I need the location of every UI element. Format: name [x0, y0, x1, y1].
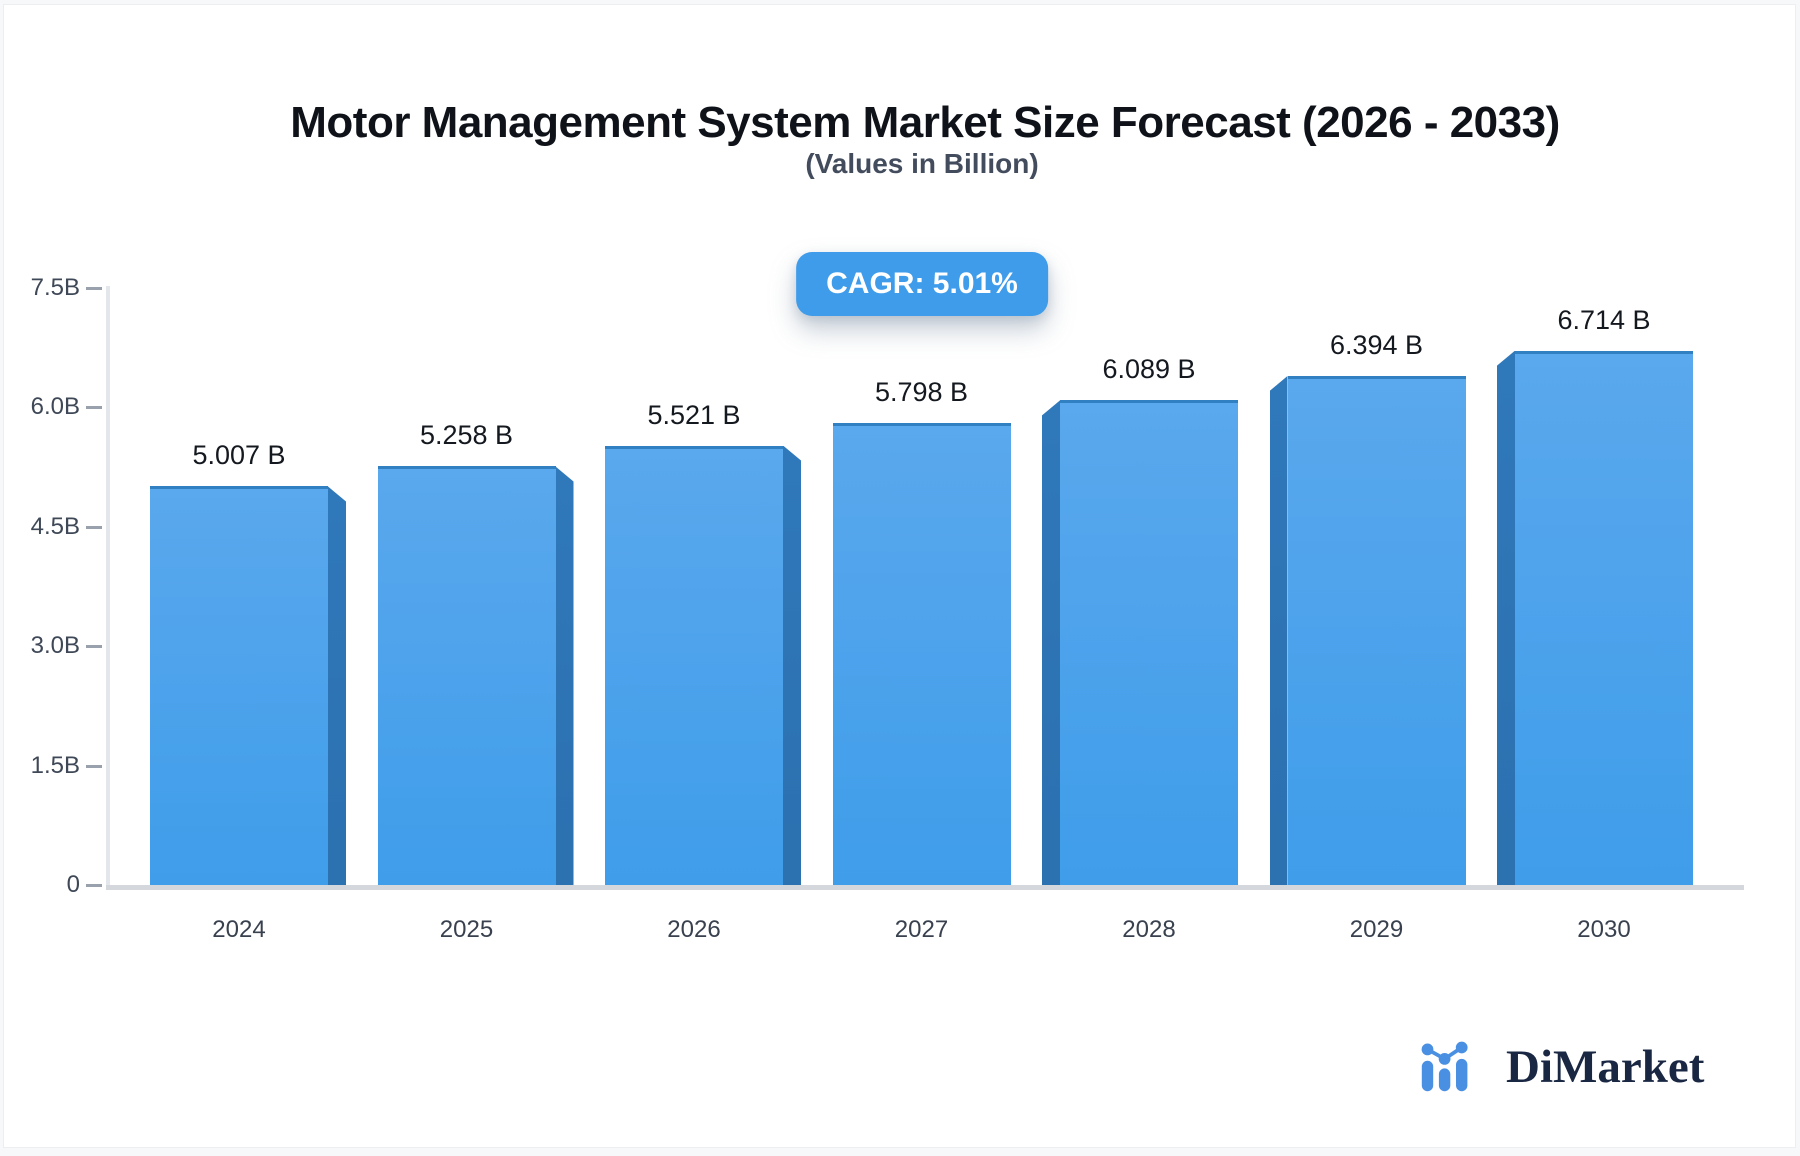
y-tick-dash [86, 287, 102, 290]
chart-title: Motor Management System Market Size Fore… [290, 98, 1560, 147]
y-tick-label: 1.5B [30, 751, 80, 779]
bar [1042, 400, 1238, 885]
x-tick-label: 2029 [1349, 916, 1404, 943]
bar-side-3d [1269, 376, 1288, 885]
bar-face [605, 445, 783, 885]
bar-value-label: 6.714 B [1557, 304, 1651, 335]
bar [377, 466, 574, 885]
bar-side-3d [555, 466, 574, 885]
x-tick-label: 2026 [667, 916, 721, 943]
bar-value-label: 5.007 B [192, 440, 286, 471]
y-tick-label: 0 [66, 871, 80, 898]
bar-value-label: 5.258 B [419, 420, 514, 451]
bar [1269, 376, 1466, 885]
bar-side-3d [1042, 400, 1060, 885]
brand-logo: DiMarket [1418, 1038, 1704, 1095]
x-tick-label: 2025 [439, 916, 494, 943]
chart-subtitle: (Values in Billion) [805, 148, 1039, 179]
bar-side-3d [328, 486, 346, 885]
y-tick-dash [86, 764, 102, 768]
y-tick-label: 4.5B [30, 512, 80, 540]
bar-side-3d [783, 445, 801, 885]
y-tick-label: 7.5B [30, 274, 80, 301]
x-tick-label: 2027 [894, 916, 949, 943]
cagr-badge: CAGR: 5.01% [796, 252, 1048, 316]
bar-value-label: 6.089 B [1102, 354, 1196, 385]
bar-face [832, 423, 1011, 885]
bar-line-chart-icon [1421, 1041, 1468, 1092]
bar-face [377, 466, 556, 885]
y-tick-dash [86, 525, 102, 529]
y-tick-dash [86, 884, 102, 887]
bar-face [1060, 400, 1238, 885]
bar [832, 423, 1011, 885]
x-tick-label: 2028 [1122, 916, 1176, 943]
x-axis-line [106, 885, 1744, 890]
bar [1497, 350, 1693, 885]
y-tick-label: 6.0B [30, 393, 80, 421]
y-tick-label: 3.0B [30, 632, 80, 660]
bar-value-label: 6.394 B [1329, 330, 1424, 361]
bar-side-3d [1497, 350, 1515, 885]
y-tick-dash [86, 406, 102, 410]
bar [150, 486, 346, 885]
bar-face [1287, 376, 1466, 885]
y-axis-line [106, 286, 110, 886]
y-tick-dash [86, 645, 102, 649]
bar-face [150, 486, 328, 885]
x-tick-label: 2024 [212, 916, 266, 943]
brand-name: DiMarket [1506, 1040, 1705, 1093]
bar [605, 445, 801, 885]
x-tick-label: 2030 [1577, 916, 1631, 943]
bar-face [1515, 350, 1693, 885]
bar-value-label: 5.521 B [647, 399, 741, 430]
bar-value-label: 5.798 B [874, 377, 969, 408]
